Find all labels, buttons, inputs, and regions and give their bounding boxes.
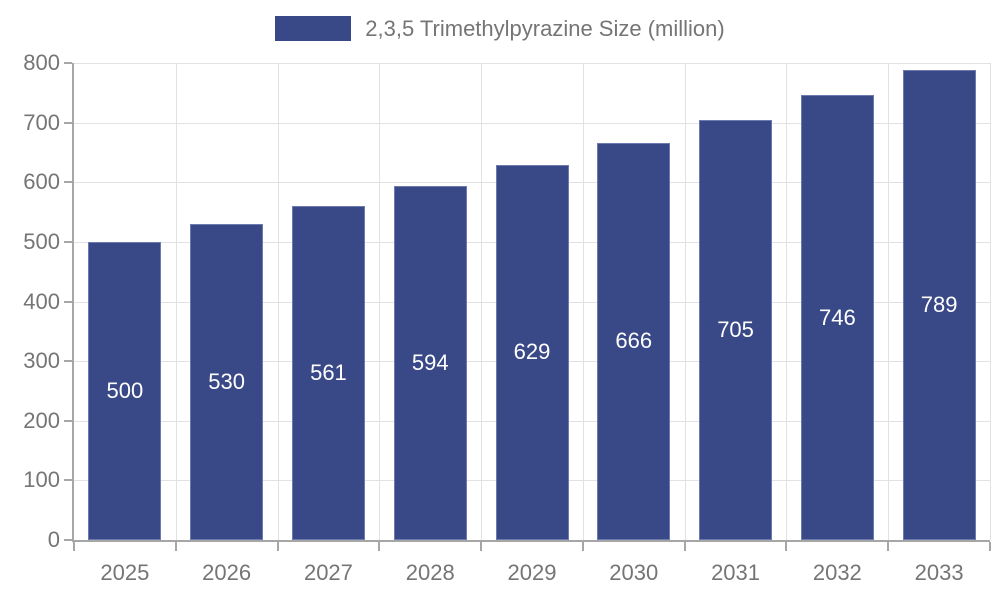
bar-value-label: 594 xyxy=(411,349,449,375)
gridline-vertical xyxy=(379,63,381,540)
gridline-vertical xyxy=(481,63,483,540)
gridline-vertical xyxy=(175,63,177,540)
x-axis-label: 2029 xyxy=(507,560,557,585)
x-axis-label: 2028 xyxy=(405,560,455,585)
y-axis-label: 400 xyxy=(23,288,60,314)
bar-2025[interactable] xyxy=(88,241,162,540)
gridline-vertical xyxy=(786,63,788,540)
y-axis-tick xyxy=(64,300,72,303)
x-axis-label: 2025 xyxy=(100,560,150,585)
gridline-vertical xyxy=(888,63,890,540)
y-axis-tick xyxy=(64,479,72,482)
gridline-vertical xyxy=(277,63,279,540)
x-axis-label: 2033 xyxy=(914,560,964,585)
y-axis-tick xyxy=(64,539,72,541)
x-axis-tick xyxy=(378,542,381,551)
gridline-horizontal xyxy=(74,63,990,64)
gridline-horizontal xyxy=(74,122,990,124)
bar-value-label: 530 xyxy=(208,368,246,394)
gridline-vertical xyxy=(582,63,584,540)
x-axis-label: 2027 xyxy=(303,560,353,585)
x-axis-tick xyxy=(683,542,686,551)
x-axis-tick xyxy=(887,542,890,551)
bar-2028[interactable] xyxy=(393,185,467,540)
y-axis-tick xyxy=(64,419,72,422)
gridline-vertical xyxy=(684,63,686,540)
x-axis-label: 2026 xyxy=(202,560,252,585)
bar-2029[interactable] xyxy=(495,164,569,540)
x-axis-tick xyxy=(276,542,279,551)
bar-value-label: 561 xyxy=(310,359,347,385)
bar-value-label: 746 xyxy=(818,304,856,330)
y-axis-tick xyxy=(64,121,72,124)
y-axis-label: 100 xyxy=(23,467,60,493)
x-axis-tick xyxy=(174,542,177,551)
y-axis-label: 500 xyxy=(23,228,60,254)
bar-value-label: 666 xyxy=(615,328,653,354)
bar-2026[interactable] xyxy=(190,223,264,540)
legend-label: 2,3,5 Trimethylpyrazine Size (million) xyxy=(365,16,725,41)
bar-2033[interactable] xyxy=(902,69,976,540)
x-axis-tick xyxy=(581,542,584,551)
bar-value-label: 705 xyxy=(717,316,754,342)
bar-2031[interactable] xyxy=(699,119,773,540)
y-axis-label: 600 xyxy=(23,169,60,195)
y-axis-label: 200 xyxy=(23,407,60,433)
bar-value-label: 789 xyxy=(920,291,958,317)
bar-value-label: 500 xyxy=(106,377,144,403)
y-axis-label: 300 xyxy=(23,348,60,374)
x-axis-tick xyxy=(73,542,75,551)
x-axis-tick xyxy=(480,542,483,551)
y-axis-tick xyxy=(64,240,72,243)
y-axis-label: 700 xyxy=(23,109,60,135)
y-axis-label: 800 xyxy=(23,50,60,75)
y-axis-tick xyxy=(64,181,72,184)
y-axis-tick xyxy=(64,360,72,363)
bar-2030[interactable] xyxy=(597,142,671,540)
x-axis-label: 2030 xyxy=(609,560,659,585)
y-axis-tick xyxy=(64,62,72,64)
legend-swatch xyxy=(275,16,352,41)
bar-2027[interactable] xyxy=(291,205,365,540)
x-axis-tick xyxy=(989,542,991,551)
x-axis-tick xyxy=(785,542,788,551)
bar-2032[interactable] xyxy=(800,95,874,540)
gridline-vertical xyxy=(990,63,991,540)
y-axis-label: 0 xyxy=(47,527,60,552)
legend[interactable]: 2,3,5 Trimethylpyrazine Size (million) xyxy=(0,16,1000,41)
x-axis-label: 2031 xyxy=(711,560,761,585)
bar-value-label: 629 xyxy=(513,339,551,365)
x-axis-label: 2032 xyxy=(812,560,862,585)
plot-area xyxy=(72,63,990,542)
